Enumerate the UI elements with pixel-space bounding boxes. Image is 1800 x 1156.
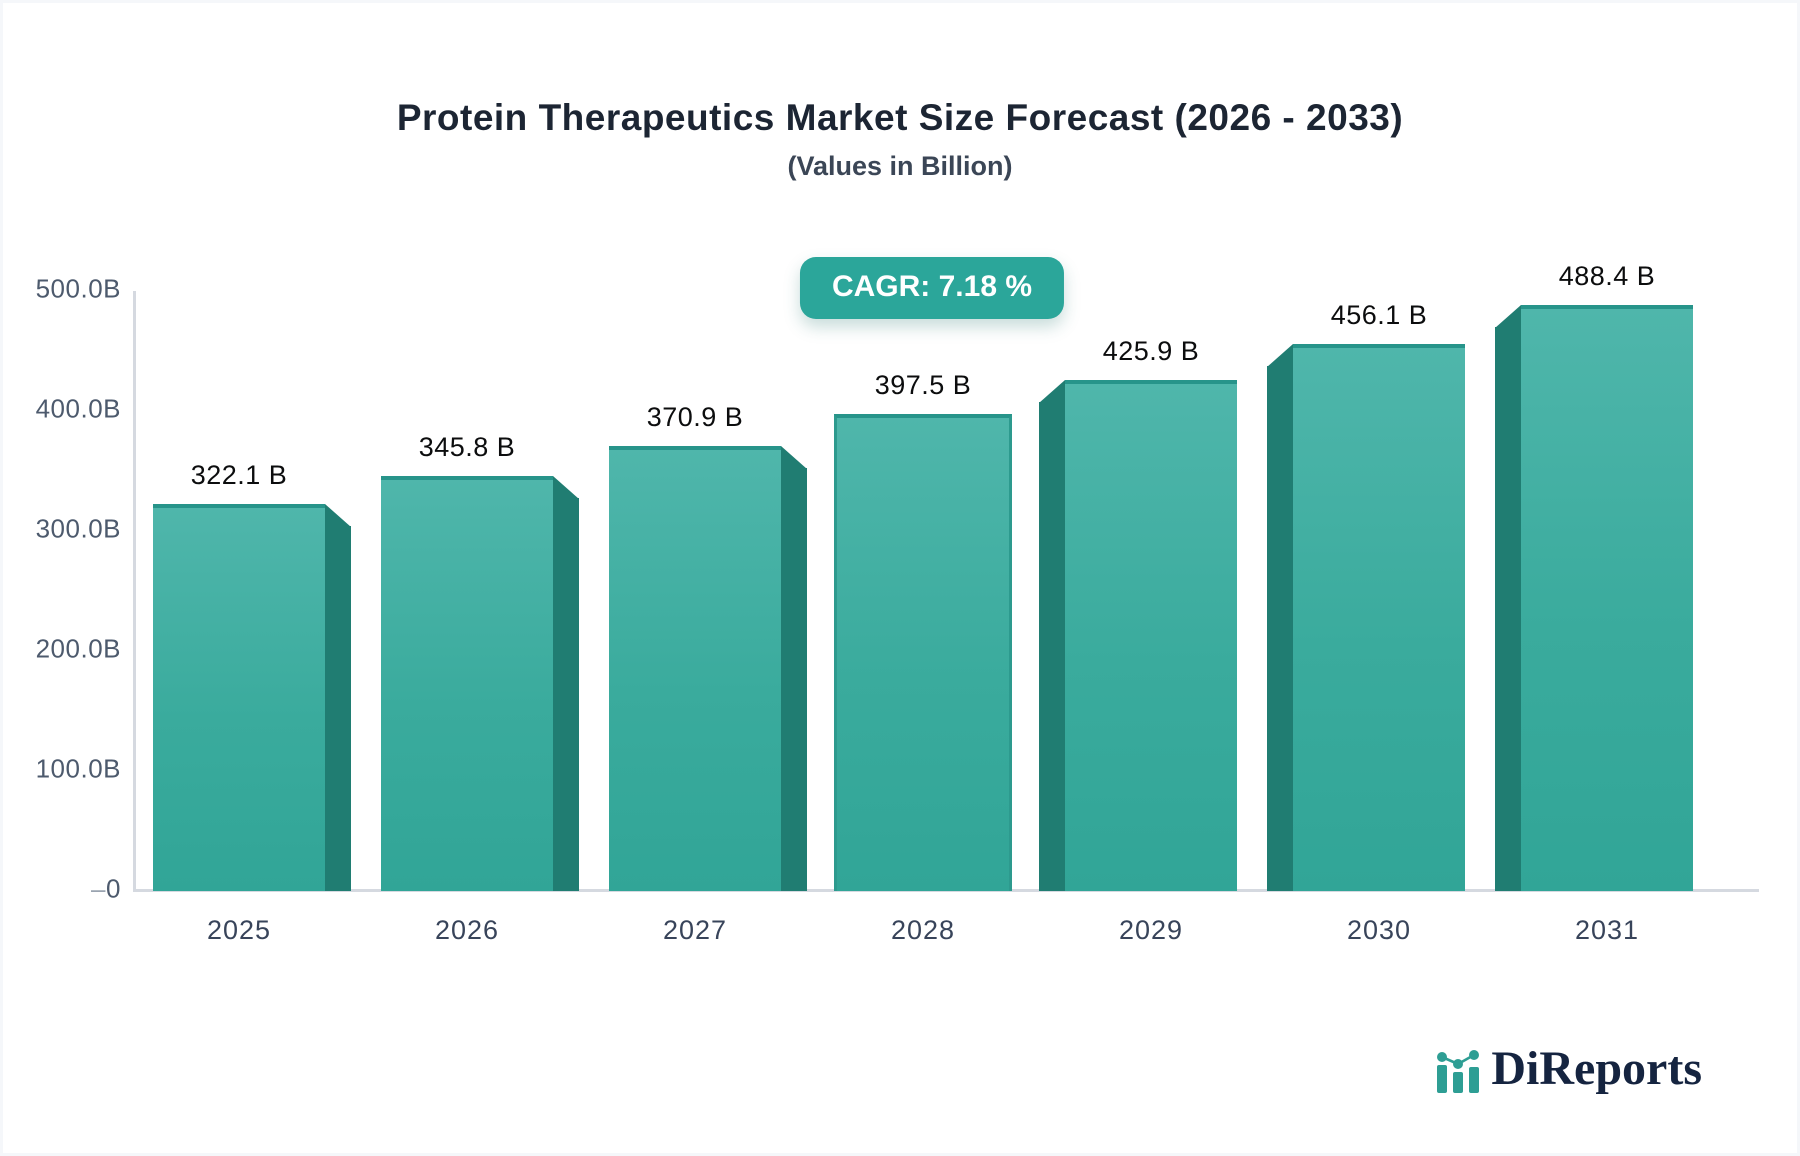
bar-side-face xyxy=(1495,327,1521,891)
x-axis-tick-label: 2025 xyxy=(206,915,272,945)
bar-value-label: 370.9 B xyxy=(646,402,744,432)
bar-value-label: 322.1 B xyxy=(190,460,288,490)
chart-title: Protein Therapeutics Market Size Forecas… xyxy=(396,97,1404,138)
bar-top-bevel xyxy=(1495,305,1521,328)
bar-side-face xyxy=(781,468,807,891)
bar-front-face xyxy=(609,446,781,891)
x-axis-tick-label: 2030 xyxy=(1346,915,1412,945)
x-axis-tick-label: 2027 xyxy=(662,915,728,945)
bar-front-face xyxy=(1065,380,1237,891)
y-axis-tick-label: 400.0B xyxy=(35,393,121,424)
bar-value-label: 456.1 B xyxy=(1330,300,1428,330)
bar-top-bevel xyxy=(325,504,351,527)
x-axis-tick-label: 2026 xyxy=(434,915,500,945)
x-axis-tick-label: 2031 xyxy=(1574,915,1640,945)
bar-top-bevel xyxy=(1039,380,1065,403)
y-axis-tick-label: 100.0B xyxy=(35,753,121,784)
chart-subtitle: (Values in Billion) xyxy=(787,151,1013,181)
bar-side-face xyxy=(1039,402,1065,891)
x-axis-tick-label: 2029 xyxy=(1118,915,1184,945)
mini-bar-chart-logo-icon xyxy=(1437,1050,1480,1093)
y-axis-tick-label: 300.0B xyxy=(35,513,121,544)
y-axis-zero-tick: – xyxy=(91,873,106,904)
bar-top-bevel xyxy=(553,476,579,499)
y-axis-tick-label: 500.0B xyxy=(35,273,121,304)
bar-front-face xyxy=(1521,305,1693,891)
bar-top-bevel xyxy=(1267,344,1293,367)
bar-value-label: 345.8 B xyxy=(418,432,516,462)
bar-side-face xyxy=(553,498,579,891)
bar-value-label: 425.9 B xyxy=(1102,336,1200,366)
y-axis-line xyxy=(133,291,136,891)
y-axis-tick-label: 200.0B xyxy=(35,633,121,664)
bar-value-label: 397.5 B xyxy=(874,370,972,400)
bar-front-face xyxy=(834,414,1012,891)
y-axis-tick-label: 0 xyxy=(106,873,121,904)
bar-top-bevel xyxy=(781,446,807,469)
bar-front-face xyxy=(381,476,553,891)
direports-logo: DiReports xyxy=(1435,1045,1702,1093)
bar-front-face xyxy=(153,504,325,891)
logo-wordmark: DiReports xyxy=(1491,1042,1702,1095)
bar-side-face xyxy=(325,526,351,891)
bar-front-face xyxy=(1293,344,1465,891)
cagr-badge: CAGR: 7.18 % xyxy=(799,257,1065,319)
bar-side-face xyxy=(1267,366,1293,891)
bar-value-label: 488.4 B xyxy=(1558,261,1656,291)
x-axis-tick-label: 2028 xyxy=(890,915,956,945)
